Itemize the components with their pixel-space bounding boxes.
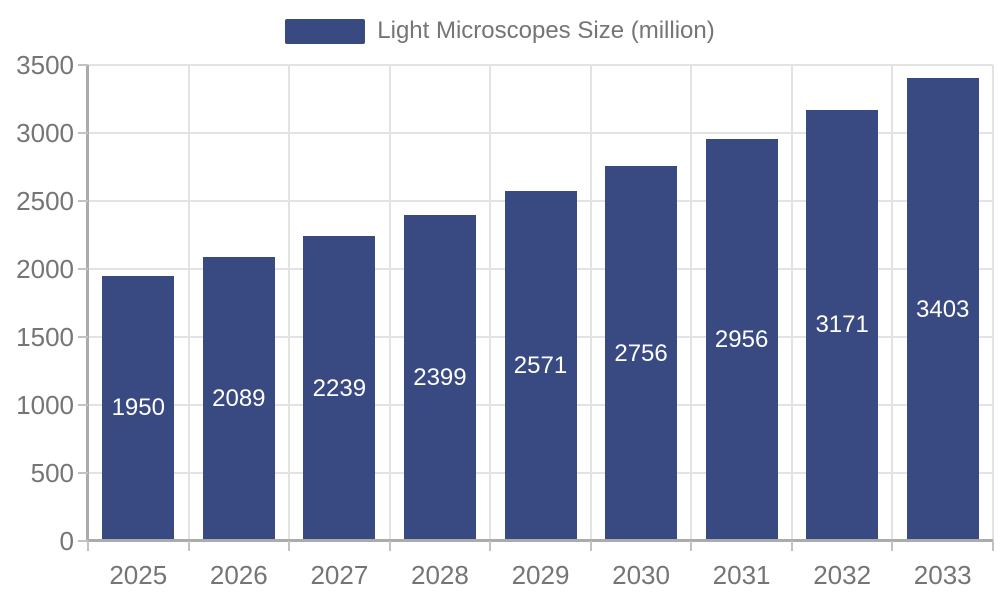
gridline-vertical <box>690 65 692 541</box>
y-axis-tick <box>78 336 88 338</box>
plot-area: 1950 2089 2239 2399 2571 2756 2956 3171 3403 <box>88 64 994 541</box>
bar-value-label: 3403 <box>916 295 970 323</box>
x-axis-tick-label: 2026 <box>209 560 268 590</box>
x-axis-tick-label: 2032 <box>813 560 872 590</box>
legend[interactable]: Light Microscopes Size (million) <box>0 17 1000 45</box>
y-axis-tick-label: 3000 <box>16 118 74 148</box>
x-axis-tick <box>389 541 391 551</box>
y-axis-tick <box>78 200 88 202</box>
x-axis-tick-label: 2031 <box>712 560 771 590</box>
gridline-vertical <box>590 65 592 541</box>
x-axis-tick-label: 2028 <box>411 560 469 590</box>
x-axis-tick-label: 2030 <box>612 560 670 590</box>
y-axis-tick-label: 3500 <box>16 50 74 80</box>
y-axis-tick <box>78 472 88 474</box>
bar-2025[interactable]: 1950 <box>102 275 175 541</box>
x-axis-tick-label: 2027 <box>310 560 369 590</box>
y-axis-line <box>86 65 89 541</box>
gridline-vertical <box>992 65 994 541</box>
bar-2026[interactable]: 2089 <box>202 256 275 541</box>
y-axis-tick-label: 1000 <box>16 390 74 420</box>
x-axis-tick-label: 2033 <box>913 560 972 590</box>
y-axis-tick <box>78 132 88 134</box>
bar-2032[interactable]: 3171 <box>806 109 879 541</box>
y-axis-tick-label: 2500 <box>16 186 74 216</box>
gridline-vertical <box>188 65 190 541</box>
bar-value-label: 1950 <box>111 394 165 422</box>
gridline-vertical <box>791 65 793 541</box>
gridline-vertical <box>891 65 893 541</box>
x-axis-tick <box>690 541 692 551</box>
bar-value-label: 2089 <box>212 384 266 412</box>
y-axis-tick <box>78 268 88 270</box>
bar-2028[interactable]: 2399 <box>403 214 476 541</box>
bar-2029[interactable]: 2571 <box>504 191 577 541</box>
bar-value-label: 2756 <box>614 339 668 367</box>
x-axis-tick <box>489 541 491 551</box>
x-axis-tick <box>87 541 89 551</box>
y-axis-tick <box>78 64 88 66</box>
bar-value-label: 2399 <box>413 363 467 391</box>
legend-swatch <box>285 18 366 44</box>
y-axis-tick-label: 1500 <box>16 322 74 352</box>
gridline-horizontal <box>88 132 993 134</box>
gridline-horizontal <box>88 64 993 66</box>
x-axis-tick <box>992 541 994 551</box>
y-axis-tick <box>78 404 88 406</box>
bar-2031[interactable]: 2956 <box>705 138 778 541</box>
x-axis-tick-label: 2029 <box>511 560 570 590</box>
bar-value-label: 2239 <box>312 374 367 402</box>
bar-2033[interactable]: 3403 <box>906 78 979 541</box>
x-axis-tick <box>590 541 592 551</box>
bar-value-label: 2571 <box>513 352 568 380</box>
legend-label: Light Microscopes Size (million) <box>377 17 715 44</box>
x-axis-tick-label: 2025 <box>109 560 168 590</box>
bar-value-label: 3171 <box>815 311 869 339</box>
y-axis-tick <box>78 540 88 542</box>
gridline-vertical <box>489 65 491 541</box>
y-axis-tick-label: 500 <box>30 458 74 488</box>
x-axis-tick <box>791 541 793 551</box>
x-axis-line <box>86 539 993 542</box>
x-axis-tick <box>288 541 290 551</box>
bar-value-label: 2956 <box>714 325 769 353</box>
y-axis-tick-label: 2000 <box>16 254 74 284</box>
bar-2030[interactable]: 2756 <box>605 166 678 541</box>
gridline-vertical <box>389 65 391 541</box>
y-axis-tick-label: 0 <box>59 526 74 556</box>
x-axis-tick <box>188 541 190 551</box>
x-axis-tick <box>891 541 893 551</box>
bar-2027[interactable]: 2239 <box>303 236 376 541</box>
gridline-vertical <box>288 65 290 541</box>
